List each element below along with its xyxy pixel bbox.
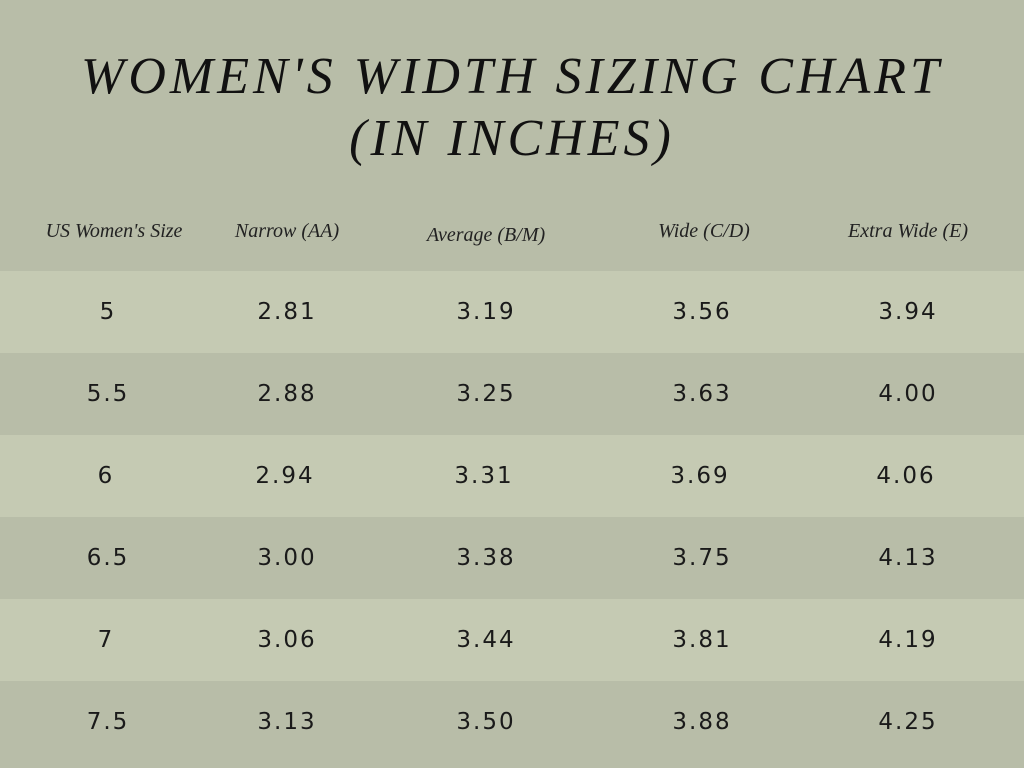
table-header: US Women's Size Narrow (AA) Average (B/M… xyxy=(0,192,1024,270)
cell-extra-wide: 4.06 xyxy=(876,463,936,489)
table-row: 5 2.81 3.19 3.56 3.94 xyxy=(0,271,1024,353)
table-row: 6.5 3.00 3.38 3.75 4.13 xyxy=(0,517,1024,599)
cell-wide: 3.75 xyxy=(672,545,732,571)
cell-average: 3.25 xyxy=(456,381,516,407)
column-header-narrow: Narrow (AA) xyxy=(234,220,340,242)
cell-narrow: 2.81 xyxy=(257,299,317,325)
cell-average: 3.38 xyxy=(456,545,516,571)
cell-extra-wide: 4.13 xyxy=(878,545,938,571)
cell-size: 6 xyxy=(97,463,115,489)
page-title: WOMEN'S WIDTH SIZING CHART (IN INCHES) xyxy=(0,46,1024,170)
cell-wide: 3.81 xyxy=(672,627,732,653)
cell-wide: 3.56 xyxy=(672,299,732,325)
cell-narrow: 3.06 xyxy=(257,627,317,653)
table-row: 7.5 3.13 3.50 3.88 4.25 xyxy=(0,681,1024,768)
column-header-wide: Wide (C/D) xyxy=(658,220,750,242)
cell-average: 3.50 xyxy=(456,709,516,735)
title-line-2: (IN INCHES) xyxy=(349,110,675,167)
cell-wide: 3.88 xyxy=(672,709,732,735)
cell-size: 7 xyxy=(97,627,115,653)
cell-size: 5.5 xyxy=(86,381,130,407)
table-row: 6 2.94 3.31 3.69 4.06 xyxy=(0,435,1024,517)
cell-narrow: 3.13 xyxy=(257,709,317,735)
column-header-size: US Women's Size xyxy=(45,220,183,242)
cell-extra-wide: 4.25 xyxy=(878,709,938,735)
column-header-average: Average (B/M) xyxy=(426,224,546,246)
cell-narrow: 2.88 xyxy=(257,381,317,407)
cell-average: 3.44 xyxy=(456,627,516,653)
cell-extra-wide: 4.19 xyxy=(878,627,938,653)
table-row: 5.5 2.88 3.25 3.63 4.00 xyxy=(0,353,1024,435)
cell-size: 7.5 xyxy=(86,709,130,735)
cell-narrow: 2.94 xyxy=(255,463,315,489)
cell-size: 5 xyxy=(99,299,117,325)
title-line-1: WOMEN'S WIDTH SIZING CHART xyxy=(81,48,943,105)
cell-extra-wide: 3.94 xyxy=(878,299,938,325)
column-header-extra-wide: Extra Wide (E) xyxy=(848,220,968,242)
cell-wide: 3.63 xyxy=(672,381,732,407)
cell-extra-wide: 4.00 xyxy=(878,381,938,407)
cell-average: 3.31 xyxy=(454,463,514,489)
cell-size: 6.5 xyxy=(86,545,130,571)
cell-wide: 3.69 xyxy=(670,463,730,489)
cell-narrow: 3.00 xyxy=(257,545,317,571)
table-row: 7 3.06 3.44 3.81 4.19 xyxy=(0,599,1024,681)
cell-average: 3.19 xyxy=(456,299,516,325)
